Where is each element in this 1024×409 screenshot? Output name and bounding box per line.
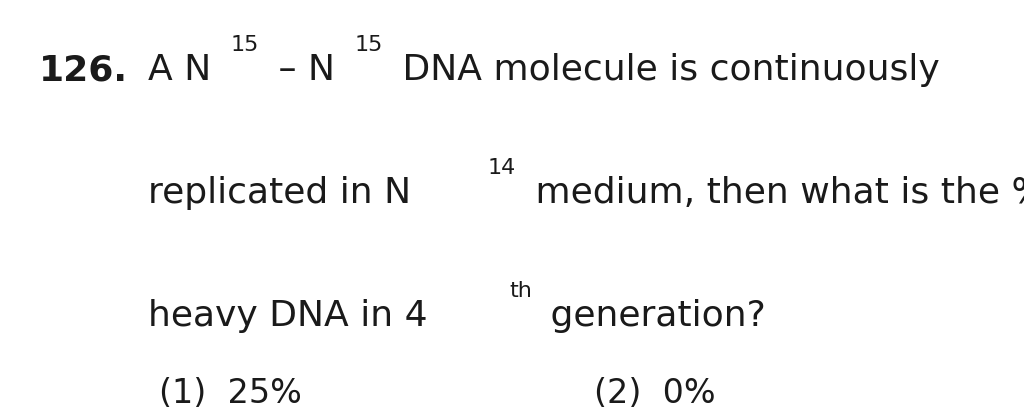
Text: 14: 14 [488,157,516,177]
Text: medium, then what is the % of: medium, then what is the % of [524,176,1024,210]
Text: generation?: generation? [539,299,766,333]
Text: (1)  25%: (1) 25% [159,376,302,409]
Text: (2)  0%: (2) 0% [594,376,716,409]
Text: 15: 15 [354,35,383,54]
Text: – N: – N [266,53,335,87]
Text: heavy DNA in 4: heavy DNA in 4 [148,299,428,333]
Text: DNA molecule is continuously: DNA molecule is continuously [391,53,940,87]
Text: A N: A N [148,53,212,87]
Text: th: th [509,280,532,300]
Text: 126.: 126. [39,53,128,87]
Text: replicated in N: replicated in N [148,176,412,210]
Text: 15: 15 [230,35,258,54]
